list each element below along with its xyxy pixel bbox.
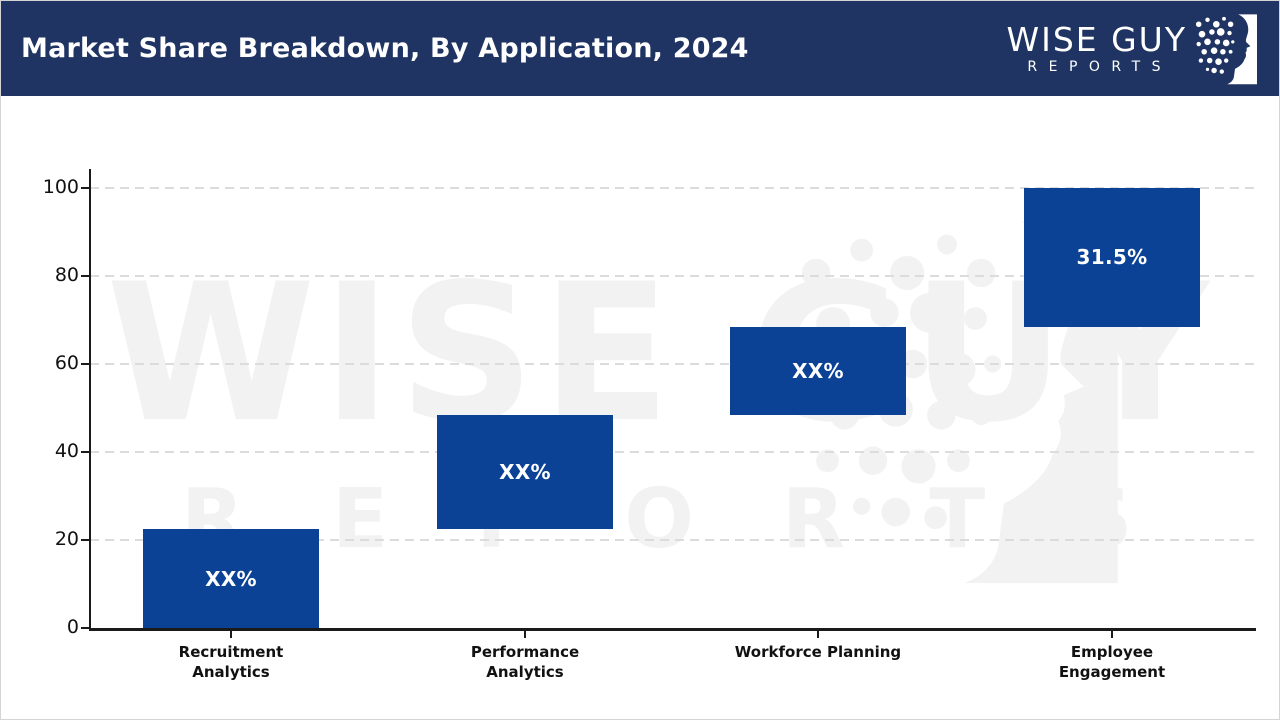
bar: XX% (730, 326, 906, 415)
y-axis-tick-label: 0 (66, 616, 79, 638)
x-axis-line (89, 628, 1256, 631)
gridline (90, 539, 1254, 541)
x-axis-tick (817, 631, 819, 638)
bar-value-label: XX% (205, 566, 257, 591)
y-axis-tick (81, 539, 89, 541)
y-axis-tick-label: 80 (54, 264, 79, 286)
x-axis-tick (1111, 631, 1113, 638)
x-category-label: Performance Analytics (410, 642, 640, 682)
x-category-label-line: Analytics (192, 663, 270, 681)
bar: XX% (437, 414, 613, 529)
chart-title: Market Share Breakdown, By Application, … (21, 33, 749, 64)
dotted-face-icon (1195, 13, 1257, 84)
wise-guy-reports-logo: WISE GUY REPORTS (1006, 13, 1257, 85)
gridline (90, 187, 1254, 189)
bar-value-label: XX% (499, 459, 551, 484)
logo-wordmark: WISE GUY (1006, 20, 1187, 59)
y-axis-tick-label: 60 (54, 352, 79, 374)
y-axis-tick (81, 363, 89, 365)
y-axis-tick (81, 627, 89, 629)
y-axis-tick-label: 100 (42, 176, 79, 198)
x-category-label-line: Workforce Planning (734, 643, 902, 661)
logo-subtitle: REPORTS (1027, 59, 1173, 75)
x-category-label-line: Engagement (1058, 663, 1166, 681)
y-axis-tick-label: 40 (54, 440, 79, 462)
x-category-label: Employee Engagement (997, 642, 1227, 682)
y-axis-line (89, 169, 91, 630)
watermark-subtitle: REPORTS (181, 472, 1221, 567)
y-axis-tick (81, 275, 89, 277)
y-axis-tick-label: 20 (54, 528, 79, 550)
x-category-label: Workforce Planning (703, 642, 933, 662)
gridline (90, 275, 1254, 277)
x-axis-tick (524, 631, 526, 638)
bar-value-label: XX% (792, 358, 844, 383)
x-axis-tick (230, 631, 232, 638)
x-category-label-line: Recruitment (178, 643, 284, 661)
y-axis-tick (81, 187, 89, 189)
x-category-label-line: Employee (1070, 643, 1154, 661)
bar: XX% (143, 529, 319, 628)
x-category-label-line: Performance (470, 643, 580, 661)
bar-value-label: 31.5% (1076, 245, 1148, 270)
chart-plot-area: WISE GUY REPORTS 0 20 40 60 80 100 XX% Recruitm… (1, 96, 1279, 718)
gridline (90, 451, 1254, 453)
x-category-label-line: Analytics (486, 663, 564, 681)
y-axis-tick (81, 451, 89, 453)
x-category-label: Recruitment Analytics (116, 642, 346, 682)
logo-text: WISE GUY REPORTS (1006, 23, 1187, 74)
gridline (90, 363, 1254, 365)
bar: 31.5% (1024, 188, 1200, 327)
header-bar: Market Share Breakdown, By Application, … (1, 1, 1279, 96)
